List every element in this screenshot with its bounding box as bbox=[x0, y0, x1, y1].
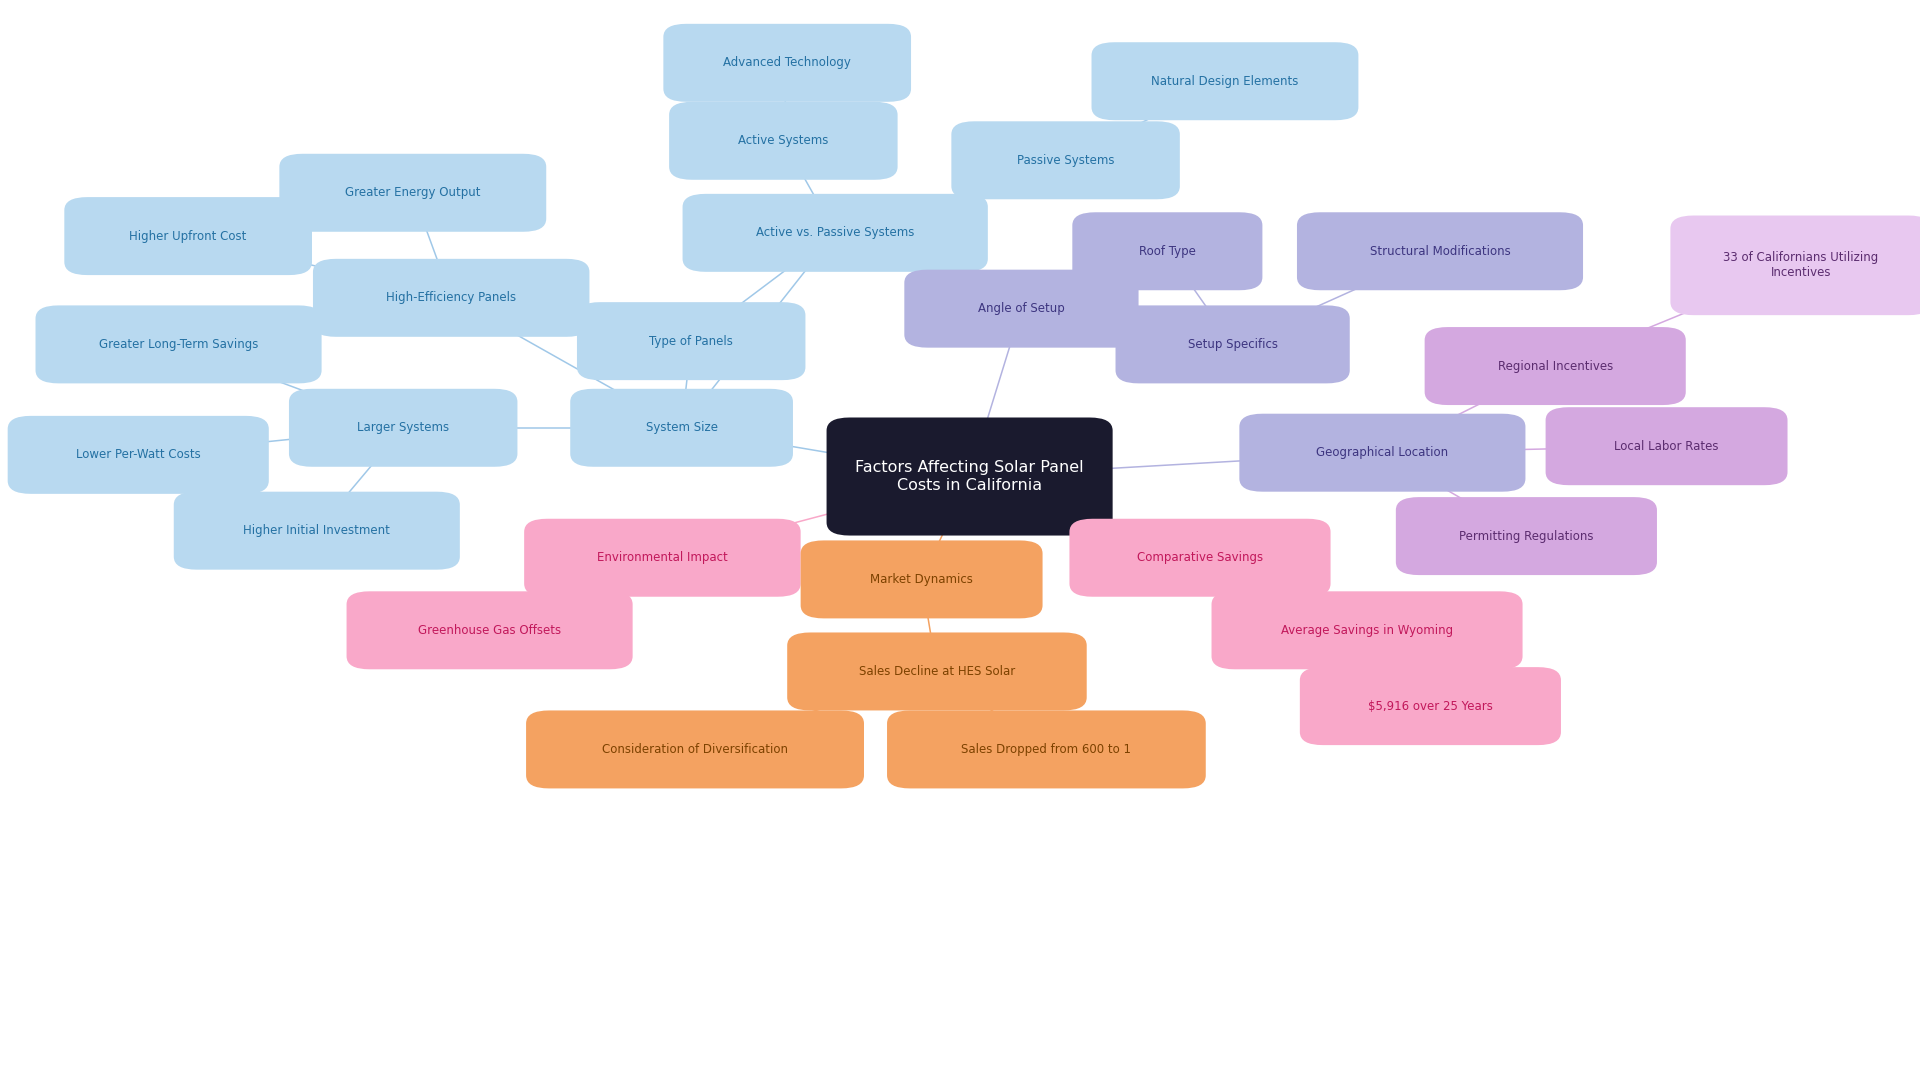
FancyBboxPatch shape bbox=[8, 416, 269, 494]
Text: Higher Initial Investment: Higher Initial Investment bbox=[244, 524, 390, 537]
FancyBboxPatch shape bbox=[576, 302, 806, 380]
Text: Greater Long-Term Savings: Greater Long-Term Savings bbox=[98, 338, 259, 351]
FancyBboxPatch shape bbox=[1425, 327, 1686, 405]
Text: System Size: System Size bbox=[645, 421, 718, 434]
FancyBboxPatch shape bbox=[175, 492, 461, 570]
Text: Larger Systems: Larger Systems bbox=[357, 421, 449, 434]
Text: Active vs. Passive Systems: Active vs. Passive Systems bbox=[756, 226, 914, 239]
Text: Regional Incentives: Regional Incentives bbox=[1498, 360, 1613, 373]
Text: $5,916 over 25 Years: $5,916 over 25 Years bbox=[1367, 700, 1494, 713]
FancyBboxPatch shape bbox=[313, 259, 589, 337]
FancyBboxPatch shape bbox=[1116, 305, 1350, 383]
Text: Comparative Savings: Comparative Savings bbox=[1137, 551, 1263, 564]
Text: 33 of Californians Utilizing
Incentives: 33 of Californians Utilizing Incentives bbox=[1724, 251, 1878, 279]
Text: Average Savings in Wyoming: Average Savings in Wyoming bbox=[1281, 624, 1453, 637]
Text: Passive Systems: Passive Systems bbox=[1018, 154, 1114, 167]
Text: Factors Affecting Solar Panel
Costs in California: Factors Affecting Solar Panel Costs in C… bbox=[854, 460, 1085, 493]
FancyBboxPatch shape bbox=[570, 389, 793, 467]
Text: Structural Modifications: Structural Modifications bbox=[1369, 245, 1511, 258]
FancyBboxPatch shape bbox=[904, 270, 1139, 348]
FancyBboxPatch shape bbox=[826, 417, 1114, 535]
FancyBboxPatch shape bbox=[684, 194, 987, 272]
Text: Angle of Setup: Angle of Setup bbox=[977, 302, 1066, 315]
Text: Setup Specifics: Setup Specifics bbox=[1188, 338, 1277, 351]
Text: Roof Type: Roof Type bbox=[1139, 245, 1196, 258]
FancyBboxPatch shape bbox=[288, 389, 516, 467]
FancyBboxPatch shape bbox=[801, 540, 1043, 618]
FancyBboxPatch shape bbox=[662, 24, 910, 102]
Text: Sales Decline at HES Solar: Sales Decline at HES Solar bbox=[858, 665, 1016, 678]
Text: Active Systems: Active Systems bbox=[737, 134, 829, 147]
Text: Geographical Location: Geographical Location bbox=[1317, 446, 1448, 459]
Text: Greenhouse Gas Offsets: Greenhouse Gas Offsets bbox=[419, 624, 561, 637]
Text: Permitting Regulations: Permitting Regulations bbox=[1459, 530, 1594, 543]
Text: Natural Design Elements: Natural Design Elements bbox=[1152, 75, 1298, 88]
Text: Type of Panels: Type of Panels bbox=[649, 335, 733, 348]
FancyBboxPatch shape bbox=[1300, 667, 1561, 745]
Text: Higher Upfront Cost: Higher Upfront Cost bbox=[129, 230, 248, 243]
Text: Environmental Impact: Environmental Impact bbox=[597, 551, 728, 564]
FancyBboxPatch shape bbox=[787, 632, 1087, 710]
FancyBboxPatch shape bbox=[346, 591, 634, 669]
Text: Lower Per-Watt Costs: Lower Per-Watt Costs bbox=[77, 448, 200, 461]
FancyBboxPatch shape bbox=[952, 121, 1179, 199]
Text: Sales Dropped from 600 to 1: Sales Dropped from 600 to 1 bbox=[962, 743, 1131, 756]
FancyBboxPatch shape bbox=[278, 154, 545, 232]
FancyBboxPatch shape bbox=[1069, 519, 1331, 597]
Text: Local Labor Rates: Local Labor Rates bbox=[1615, 440, 1718, 453]
FancyBboxPatch shape bbox=[526, 710, 864, 788]
FancyBboxPatch shape bbox=[668, 102, 897, 180]
Text: High-Efficiency Panels: High-Efficiency Panels bbox=[386, 291, 516, 304]
FancyBboxPatch shape bbox=[887, 710, 1206, 788]
Text: Market Dynamics: Market Dynamics bbox=[870, 573, 973, 586]
Text: Consideration of Diversification: Consideration of Diversification bbox=[603, 743, 787, 756]
FancyBboxPatch shape bbox=[1091, 42, 1359, 120]
FancyBboxPatch shape bbox=[1670, 216, 1920, 315]
FancyBboxPatch shape bbox=[65, 197, 311, 275]
FancyBboxPatch shape bbox=[1071, 212, 1263, 290]
FancyBboxPatch shape bbox=[1240, 414, 1524, 492]
FancyBboxPatch shape bbox=[35, 305, 321, 383]
FancyBboxPatch shape bbox=[524, 519, 801, 597]
Text: Greater Energy Output: Greater Energy Output bbox=[346, 186, 480, 199]
FancyBboxPatch shape bbox=[1396, 497, 1657, 575]
FancyBboxPatch shape bbox=[1212, 591, 1523, 669]
FancyBboxPatch shape bbox=[1298, 212, 1582, 290]
FancyBboxPatch shape bbox=[1546, 407, 1788, 485]
Text: Advanced Technology: Advanced Technology bbox=[724, 56, 851, 69]
